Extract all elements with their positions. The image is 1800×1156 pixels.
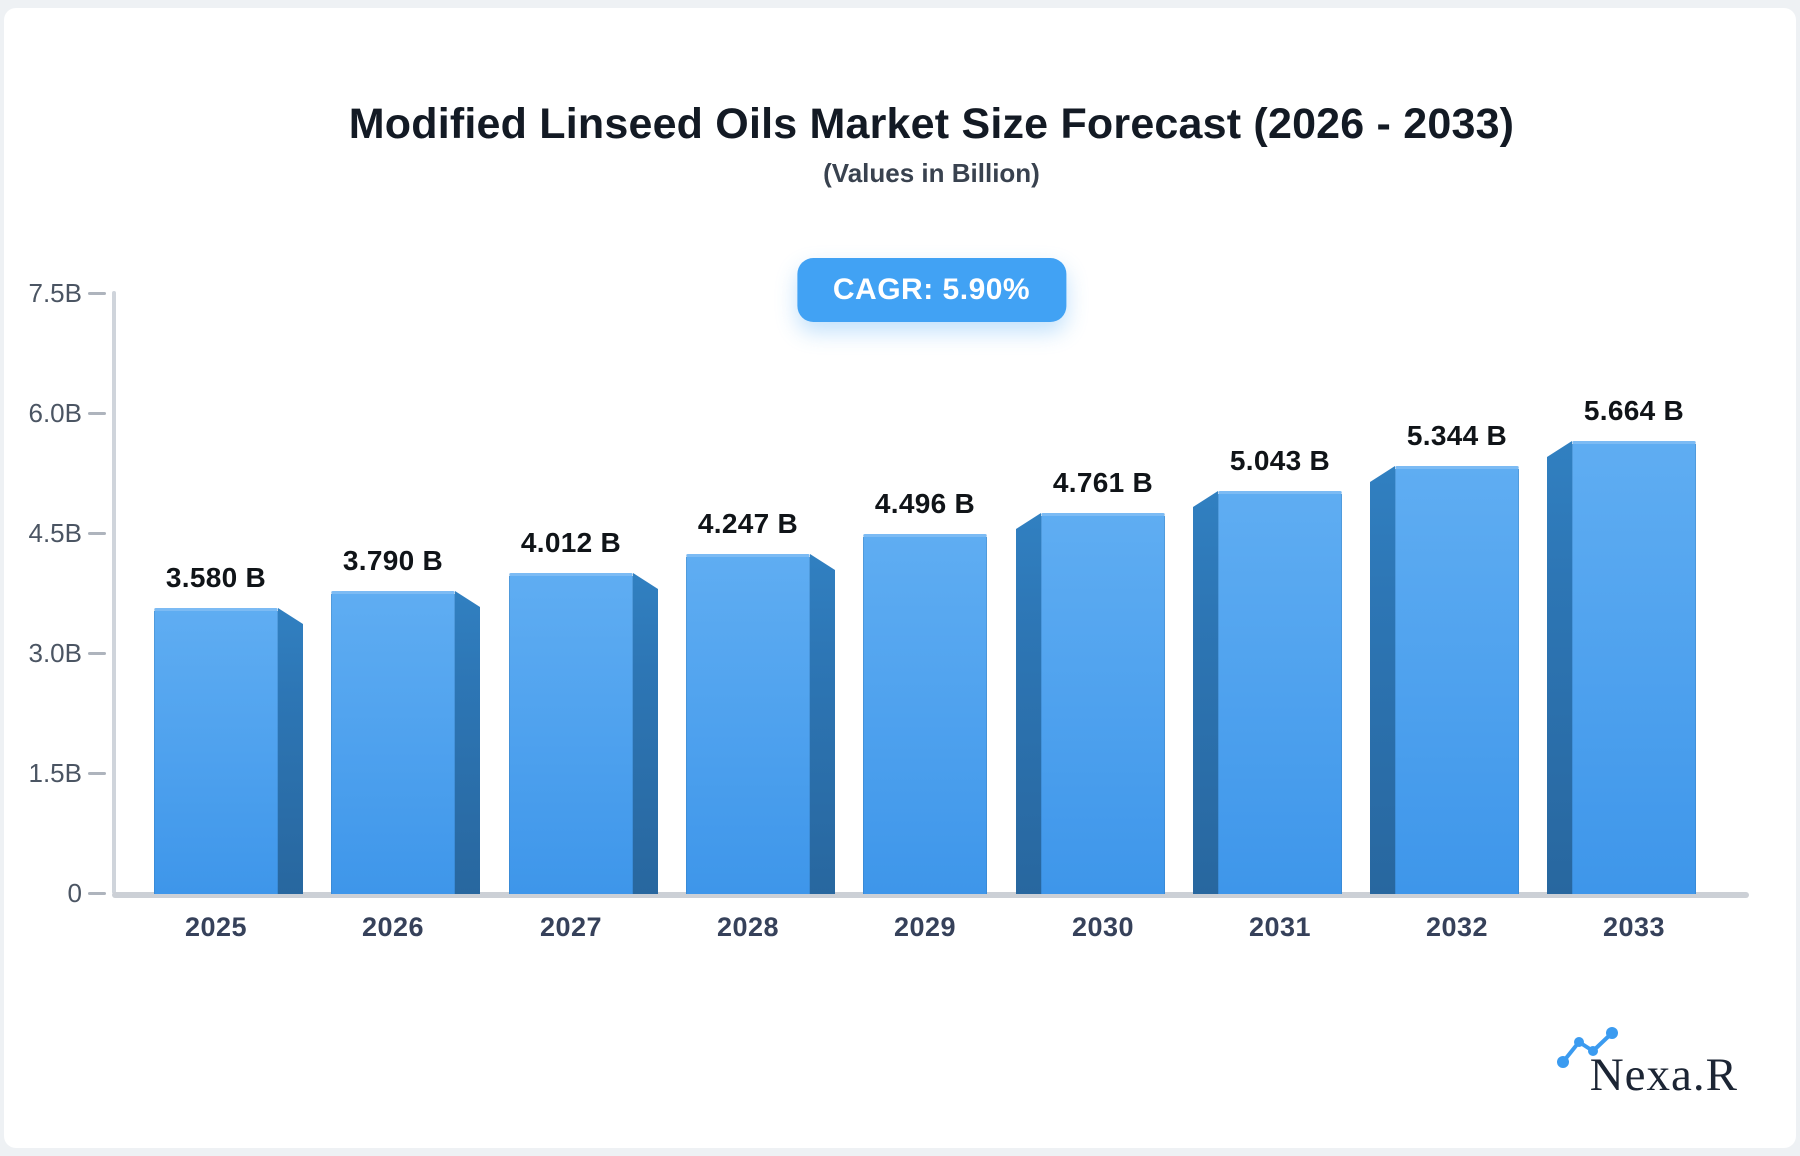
bar-2033 [1572,441,1696,894]
bar-2033-side [1547,441,1572,894]
bar-2030-value-label: 4.761 B [1052,467,1154,498]
x-tick-2026: 2026 [361,912,425,942]
chart-title: Modified Linseed Oils Market Size Foreca… [348,100,1515,148]
bar-2027-value-label: 4.012 B [520,527,622,558]
cagr-badge: CAGR: 5.90% [796,258,1067,322]
x-tick-2029: 2029 [893,912,957,942]
x-tick-2033: 2033 [1602,912,1666,942]
bar-2028-value-label: 4.247 B [697,508,799,539]
bar-2025 [154,608,278,894]
y-tick-dash-1.5B [88,772,106,775]
bar-2026-side [455,591,480,894]
bar-2028 [686,554,810,894]
y-tick-label-0: 0 [67,878,82,908]
bar-2031-value-label: 5.043 B [1229,445,1331,476]
x-axis-baseline [112,892,1749,898]
bar-2033-value-label: 5.664 B [1583,395,1685,426]
y-tick-label-1.5B: 1.5B [28,758,83,788]
y-tick-dash-3.0B [88,652,106,655]
bar-2029-value-label: 4.496 B [874,488,976,519]
y-tick-dash-6.0B [88,412,106,415]
y-tick-label-6.0B: 6.0B [28,398,83,428]
y-tick-dash-0 [88,892,106,895]
bar-2025-value-label: 3.580 B [165,562,267,593]
bar-2027-side [633,573,658,894]
x-tick-2028: 2028 [716,912,780,942]
bar-2031 [1218,491,1342,894]
bar-2028-side [810,554,835,894]
x-tick-2032: 2032 [1425,912,1489,942]
y-tick-label-4.5B: 4.5B [28,518,83,548]
x-tick-2030: 2030 [1071,912,1135,942]
y-tick-dash-7.5B [88,292,106,295]
bar-2030-side [1016,513,1041,894]
bar-2027 [509,573,633,894]
chart-card: Modified Linseed Oils Market Size Foreca… [4,8,1796,1148]
bar-2026-value-label: 3.790 B [342,545,444,576]
bar-2025-side [278,608,303,894]
brand-name: Nexa.R [1589,1049,1738,1101]
x-tick-2025: 2025 [184,912,248,942]
x-tick-2027: 2027 [539,912,603,942]
bar-2030 [1041,513,1165,894]
y-tick-dash-4.5B [88,532,106,535]
y-tick-label-7.5B: 7.5B [28,278,83,308]
bar-2031-side [1193,491,1218,894]
bar-2032 [1395,466,1519,894]
bar-2026 [331,591,455,894]
line-chart-logo-icon [1556,1027,1618,1068]
bar-2032-side [1370,466,1395,894]
x-tick-2031: 2031 [1248,912,1312,942]
bar-2029 [863,534,987,894]
brand-logo: Nexa.R [1556,1027,1738,1102]
chart-subtitle: (Values in Billion) [823,158,1040,188]
y-axis-line [112,291,116,894]
bar-2032-value-label: 5.344 B [1406,420,1508,451]
plot-area: 7.5B 6.0B 4.5B 3.0B 1.5B 0 3.580 B 2025 3.790 B 2… [4,8,1796,1148]
y-tick-label-3.0B: 3.0B [28,638,83,668]
